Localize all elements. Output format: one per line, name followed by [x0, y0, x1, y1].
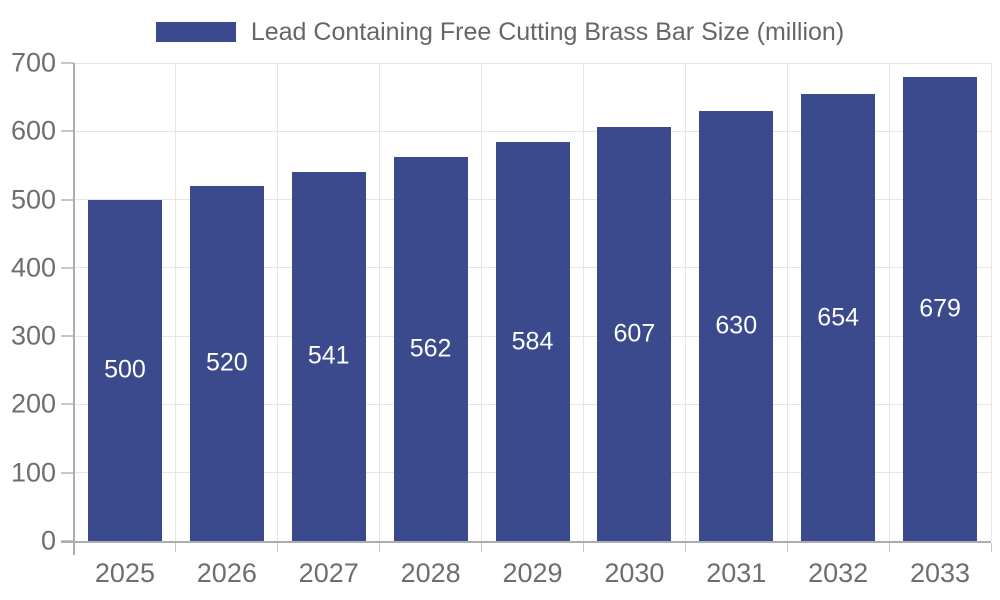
legend-swatch-icon [155, 22, 236, 43]
bar-value-label: 541 [307, 341, 350, 370]
gridline-vertical [175, 63, 177, 541]
y-tick-label: 0 [40, 525, 56, 556]
bar: 679 [903, 77, 978, 541]
bar-value-label: 607 [613, 319, 656, 348]
legend[interactable]: Lead Containing Free Cutting Brass Bar S… [0, 18, 1000, 47]
y-axis-tick [61, 266, 74, 269]
x-tick-label: 2032 [808, 558, 869, 588]
y-tick-label: 700 [10, 47, 56, 78]
gridline-horizontal [74, 62, 991, 64]
plot-area: 0 100 200 300 400 500 600 700 500 520 541 562 584 607… [11, 49, 992, 588]
gridline-vertical [481, 63, 483, 541]
x-tick-label: 2029 [502, 558, 563, 588]
gridline-vertical [277, 63, 279, 541]
y-axis-tick [61, 335, 74, 338]
x-tick-label: 2033 [910, 558, 971, 588]
x-axis-tick [277, 543, 279, 552]
bar-value-label: 520 [205, 348, 248, 377]
bar-value-label: 630 [715, 311, 758, 340]
gridline-vertical [582, 63, 584, 541]
bar-value-label: 584 [511, 327, 554, 356]
x-axis-tick [888, 543, 890, 552]
bar-value-label: 654 [817, 303, 860, 332]
x-axis-tick [481, 543, 483, 552]
gridline-vertical [990, 63, 992, 541]
x-axis-tick [786, 543, 788, 552]
bar-value-label: 679 [919, 294, 961, 323]
y-tick-label: 300 [10, 320, 56, 351]
x-axis-tick [379, 543, 381, 552]
y-axis-line [73, 63, 75, 555]
x-tick-label: 2026 [196, 558, 257, 588]
bar: 541 [291, 171, 366, 541]
bar: 654 [801, 94, 876, 541]
bar-value-label: 562 [409, 334, 452, 363]
x-axis-tick [684, 543, 686, 552]
gridline-vertical [684, 63, 686, 541]
bar: 520 [189, 185, 264, 541]
y-tick-label: 500 [10, 184, 56, 215]
x-axis-tick [582, 543, 584, 552]
bar: 562 [393, 157, 468, 541]
y-tick-label: 200 [10, 388, 56, 419]
bar: 607 [597, 126, 672, 541]
x-axis-tick [990, 543, 992, 552]
y-tick-label: 400 [10, 252, 56, 283]
gridline-horizontal [74, 130, 991, 132]
x-tick-label: 2028 [400, 558, 461, 588]
y-axis-tick [61, 62, 74, 64]
bar: 630 [699, 110, 774, 541]
legend-label: Lead Containing Free Cutting Brass Bar S… [250, 18, 845, 46]
bar-value-label: 500 [104, 355, 146, 384]
gridline-vertical [379, 63, 381, 541]
gridline-vertical [786, 63, 788, 541]
y-axis-tick [61, 198, 74, 201]
x-axis-line [61, 541, 991, 543]
y-tick-label: 600 [10, 115, 56, 146]
x-tick-label: 2030 [604, 558, 665, 588]
bar: 500 [87, 199, 162, 541]
y-tick-label: 100 [10, 457, 56, 488]
y-axis-tick [61, 130, 74, 133]
bar: 584 [495, 142, 570, 541]
x-tick-label: 2031 [706, 558, 767, 588]
x-tick-label: 2027 [298, 558, 359, 588]
x-axis-tick [175, 543, 177, 552]
y-axis-tick [61, 403, 74, 406]
gridline-vertical [888, 63, 890, 541]
x-tick-label: 2025 [94, 558, 155, 588]
y-axis-tick [61, 471, 74, 474]
